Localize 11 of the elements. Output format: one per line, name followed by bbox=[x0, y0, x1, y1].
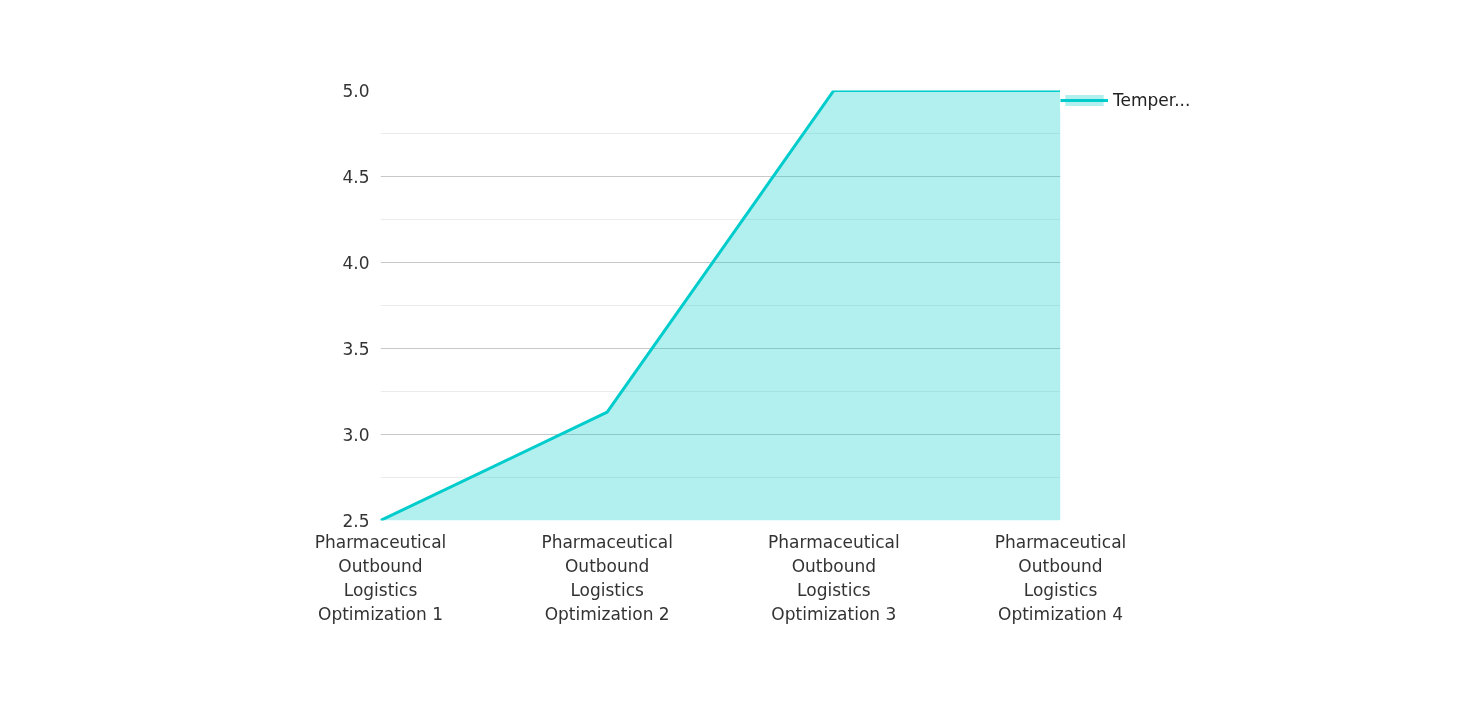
y-tick-label: 4.5 bbox=[342, 167, 370, 187]
legend-label: Temper... bbox=[1113, 90, 1191, 110]
y-tick-label: 4.0 bbox=[342, 253, 370, 273]
y-tick-label: 5.0 bbox=[342, 81, 370, 101]
x-tick-label: Pharmaceutical Outbound Logistics Optimization 1 bbox=[314, 531, 447, 624]
y-tick-label: 3.0 bbox=[342, 425, 370, 445]
y-tick-label: 2.5 bbox=[342, 511, 370, 531]
y-tick-label: 3.5 bbox=[342, 339, 370, 359]
x-tick-label: Pharmaceutical Outbound Logistics Optimization 4 bbox=[994, 531, 1127, 624]
x-tick-label: Pharmaceutical Outbound Logistics Optimization 3 bbox=[768, 531, 900, 624]
x-tick-label: Pharmaceutical Outbound Logistics Optimization 2 bbox=[541, 531, 673, 624]
